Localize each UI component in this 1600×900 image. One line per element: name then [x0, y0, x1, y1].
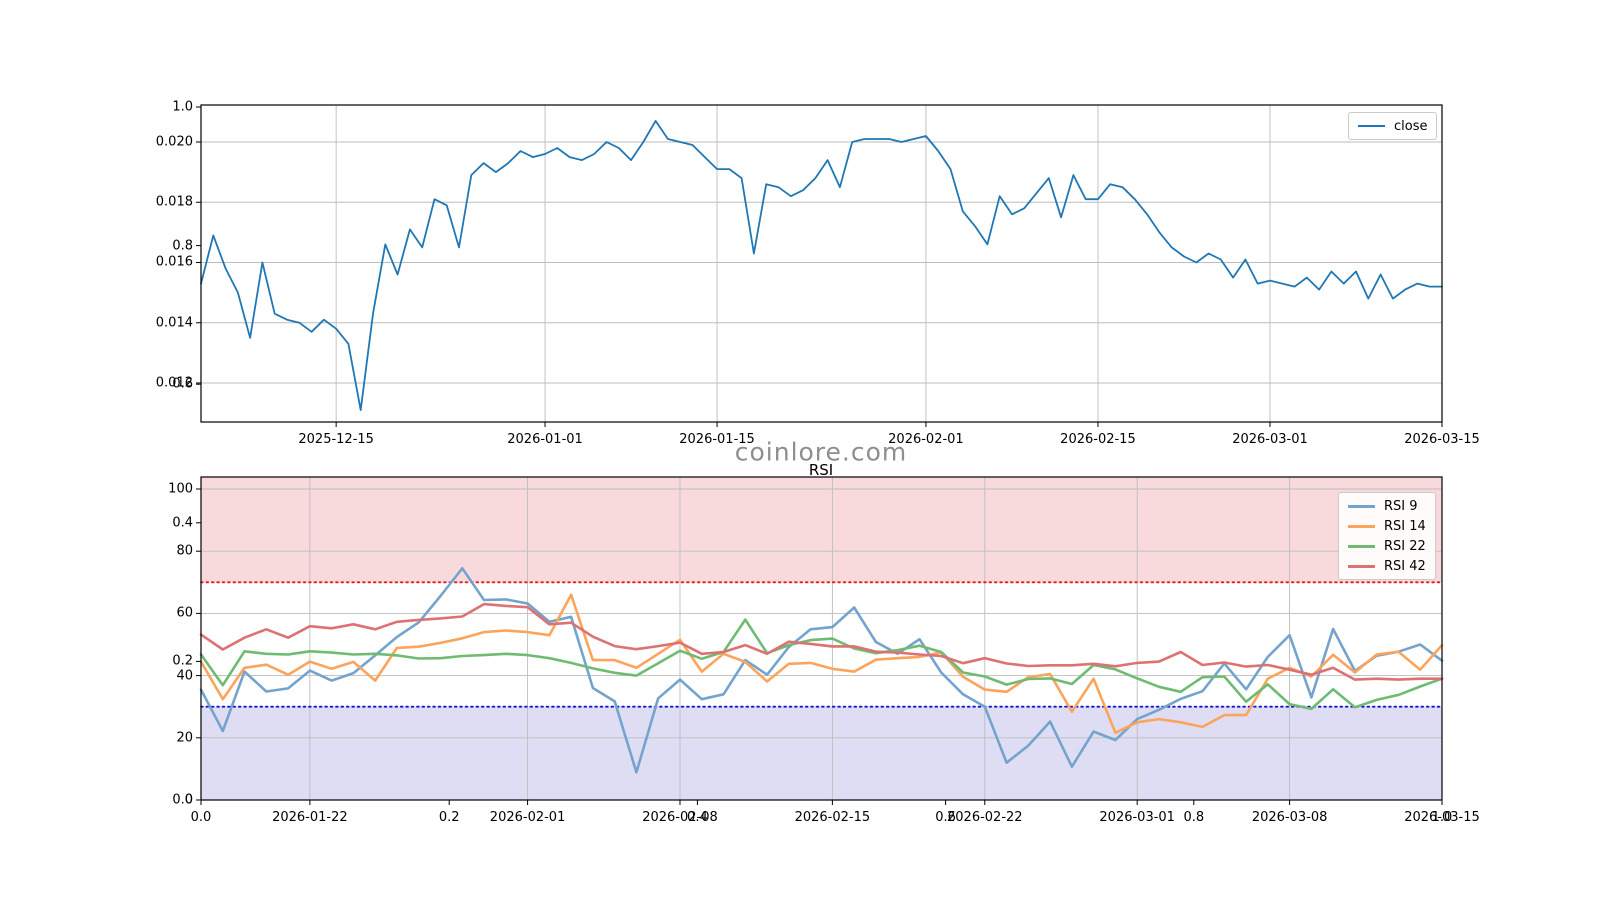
rsi-x-tick-label: 2026-03-15: [1404, 810, 1480, 825]
overlay-x-tick-label: 0.4: [687, 810, 708, 825]
rsi-legend-item-rsi-9: RSI 9: [1348, 496, 1426, 516]
watermark: coinlore.com: [734, 437, 908, 467]
rsi-y-tick-label: 80: [176, 543, 193, 559]
price-legend-item-close: close: [1358, 116, 1427, 136]
rsi-legend-label: RSI 22: [1384, 538, 1426, 554]
rsi-y-tick-label: 100: [168, 481, 193, 497]
rsi-14-line-swatch: [1348, 524, 1375, 528]
rsi-legend-item-rsi-14: RSI 14: [1348, 516, 1426, 536]
price-x-tick-label: 2026-03-15: [1404, 432, 1480, 447]
overlay-y-tick-label: 0.6: [172, 376, 193, 392]
overlay-y-tick-label: 0.8: [172, 238, 193, 254]
price-x-tick-label: 2026-03-01: [1232, 432, 1308, 447]
rsi-y-tick-label: 0: [184, 792, 193, 808]
rsi-x-tick-label: 2026-03-08: [1251, 810, 1328, 825]
price-legend: close: [1348, 112, 1438, 140]
rsi-42-line-swatch: [1348, 564, 1375, 568]
overlay-x-tick-label: 0.0: [190, 810, 212, 825]
rsi-legend-item-rsi-22: RSI 22: [1348, 536, 1426, 556]
rsi-y-tick-label: 60: [176, 605, 193, 621]
overlay-x-tick-label: 0.6: [935, 810, 956, 825]
overlay-y-tick-label: 0.0: [172, 792, 193, 808]
overlay-y-tick-label: 1.0: [172, 99, 193, 115]
overlay-y-tick-label: 0.2: [172, 653, 193, 669]
rsi-22-line-swatch: [1348, 544, 1375, 548]
rsi-x-tick-label: 2026-02-08: [642, 810, 718, 825]
close-line-swatch: [1358, 125, 1385, 127]
price-legend-label: close: [1394, 118, 1428, 134]
price-x-tick-label: 2025-12-15: [298, 432, 374, 447]
price-x-tick-label: 2026-01-01: [507, 432, 583, 447]
overlay-x-tick-label: 0.2: [438, 810, 460, 825]
rsi-x-tick-label: 2026-02-22: [947, 810, 1023, 825]
rsi-y-tick-label: 40: [176, 668, 193, 684]
rsi-legend-label: RSI 42: [1384, 558, 1426, 574]
price-x-tick-label: 2026-01-15: [679, 432, 755, 447]
rsi-x-tick-label: 2026-02-01: [489, 810, 566, 825]
rsi-x-tick-label: 2026-02-15: [794, 810, 871, 825]
price-y-tick-label: 0.012: [155, 375, 193, 391]
price-y-tick-label: 0.020: [155, 134, 193, 150]
overlay-y-tick-label: 0.4: [172, 515, 193, 531]
rsi-y-tick-label: 20: [176, 730, 193, 746]
rsi-legend-item-rsi-42: RSI 42: [1348, 556, 1426, 576]
rsi-legend-label: RSI 14: [1384, 518, 1426, 534]
rsi-chart-title: RSI: [808, 461, 834, 479]
price-x-tick-label: 2026-02-15: [1060, 432, 1136, 447]
rsi-x-tick-label: 2026-01-22: [272, 810, 348, 825]
rsi-legend: RSI 9 RSI 14 RSI 22 RSI 42: [1338, 492, 1436, 580]
overlay-x-tick-label: 1.0: [1431, 810, 1453, 825]
price-y-tick-label: 0.014: [155, 315, 193, 331]
price-y-tick-label: 0.018: [155, 194, 193, 210]
rsi-legend-label: RSI 9: [1384, 498, 1418, 514]
rsi-9-line-swatch: [1348, 504, 1375, 508]
overlay-x-tick-label: 0.8: [1183, 810, 1205, 825]
rsi-x-tick-label: 2026-03-01: [1099, 810, 1175, 825]
price-x-tick-label: 2026-02-01: [888, 432, 964, 447]
price-y-tick-label: 0.016: [155, 254, 193, 270]
